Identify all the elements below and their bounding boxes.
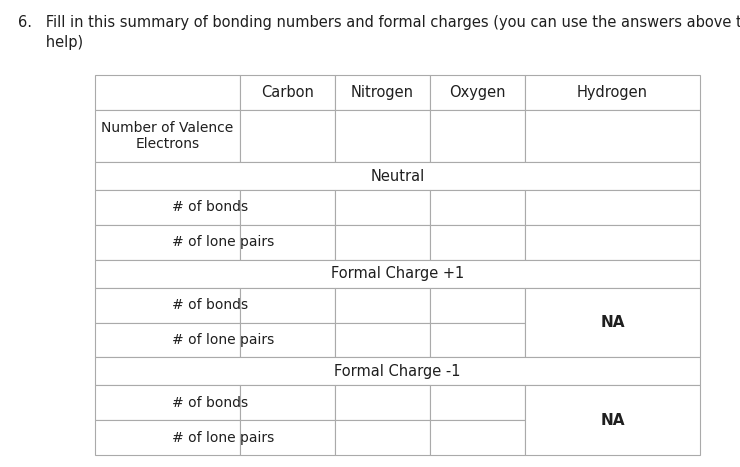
Bar: [240, 288, 335, 323]
Bar: [95, 162, 700, 190]
Bar: [525, 190, 700, 225]
Text: NA: NA: [600, 413, 625, 428]
Bar: [430, 323, 525, 357]
Bar: [430, 420, 525, 455]
Bar: [240, 225, 335, 260]
Bar: [430, 190, 525, 225]
Bar: [430, 385, 525, 420]
Text: Carbon: Carbon: [261, 85, 314, 100]
Bar: [95, 190, 240, 225]
Bar: [335, 75, 430, 110]
Text: help): help): [18, 35, 83, 50]
Bar: [335, 288, 430, 323]
Text: Formal Charge -1: Formal Charge -1: [334, 364, 461, 379]
Bar: [335, 190, 430, 225]
Bar: [95, 110, 240, 162]
Text: # of bonds: # of bonds: [172, 200, 248, 214]
Text: Number of Valence
Electrons: Number of Valence Electrons: [101, 121, 234, 151]
Bar: [525, 385, 700, 455]
Bar: [95, 225, 240, 260]
Bar: [525, 110, 700, 162]
Text: Oxygen: Oxygen: [449, 85, 505, 100]
Bar: [240, 323, 335, 357]
Text: # of lone pairs: # of lone pairs: [172, 235, 274, 249]
Bar: [240, 385, 335, 420]
Bar: [430, 75, 525, 110]
Text: 6.   Fill in this summary of bonding numbers and formal charges (you can use the: 6. Fill in this summary of bonding numbe…: [18, 15, 740, 30]
Bar: [240, 420, 335, 455]
Bar: [240, 75, 335, 110]
Text: # of lone pairs: # of lone pairs: [172, 431, 274, 445]
Bar: [335, 323, 430, 357]
Text: Neutral: Neutral: [371, 169, 425, 184]
Bar: [240, 190, 335, 225]
Bar: [525, 225, 700, 260]
Bar: [95, 260, 700, 288]
Bar: [430, 110, 525, 162]
Bar: [240, 110, 335, 162]
Text: # of bonds: # of bonds: [172, 298, 248, 312]
Bar: [95, 75, 240, 110]
Bar: [430, 288, 525, 323]
Bar: [430, 225, 525, 260]
Text: Formal Charge +1: Formal Charge +1: [331, 266, 464, 281]
Bar: [95, 357, 700, 385]
Bar: [335, 225, 430, 260]
Bar: [95, 323, 240, 357]
Text: # of lone pairs: # of lone pairs: [172, 333, 274, 347]
Text: Hydrogen: Hydrogen: [577, 85, 648, 100]
Bar: [95, 288, 240, 323]
Bar: [335, 420, 430, 455]
Bar: [525, 75, 700, 110]
Bar: [335, 385, 430, 420]
Text: # of bonds: # of bonds: [172, 396, 248, 410]
Bar: [95, 385, 240, 420]
Text: NA: NA: [600, 315, 625, 330]
Bar: [95, 420, 240, 455]
Bar: [525, 288, 700, 357]
Bar: [335, 110, 430, 162]
Text: Nitrogen: Nitrogen: [351, 85, 414, 100]
